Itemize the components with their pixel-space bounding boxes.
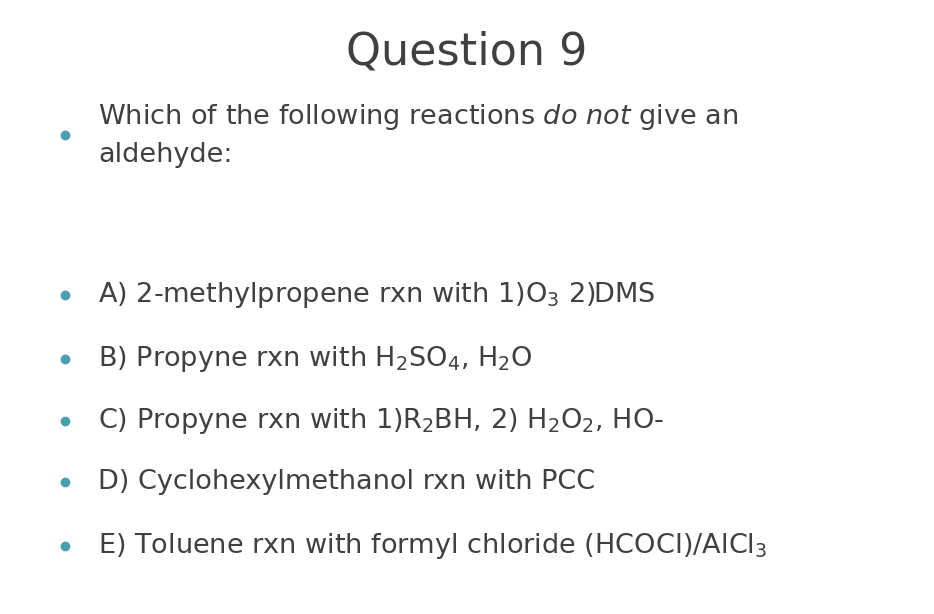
Text: C) Propyne rxn with 1)R$_{2}$BH, 2) H$_{2}$O$_{2}$, HO-: C) Propyne rxn with 1)R$_{2}$BH, 2) H$_{… <box>98 406 664 435</box>
Text: Question 9: Question 9 <box>347 31 587 74</box>
Text: D) Cyclohexylmethanol rxn with PCC: D) Cyclohexylmethanol rxn with PCC <box>98 469 595 495</box>
Text: A) 2-methylpropene rxn with 1)O$_{3}$ 2)DMS: A) 2-methylpropene rxn with 1)O$_{3}$ 2)… <box>98 280 656 309</box>
Text: Which of the following reactions $\it{do\ not}$ give an
aldehyde:: Which of the following reactions $\it{do… <box>98 102 738 168</box>
Text: E) Toluene rxn with formyl chloride (HCOCI)/AlCl$_{3}$: E) Toluene rxn with formyl chloride (HCO… <box>98 532 768 561</box>
Text: B) Propyne rxn with H$_{2}$SO$_{4}$, H$_{2}$O: B) Propyne rxn with H$_{2}$SO$_{4}$, H$_… <box>98 344 532 374</box>
